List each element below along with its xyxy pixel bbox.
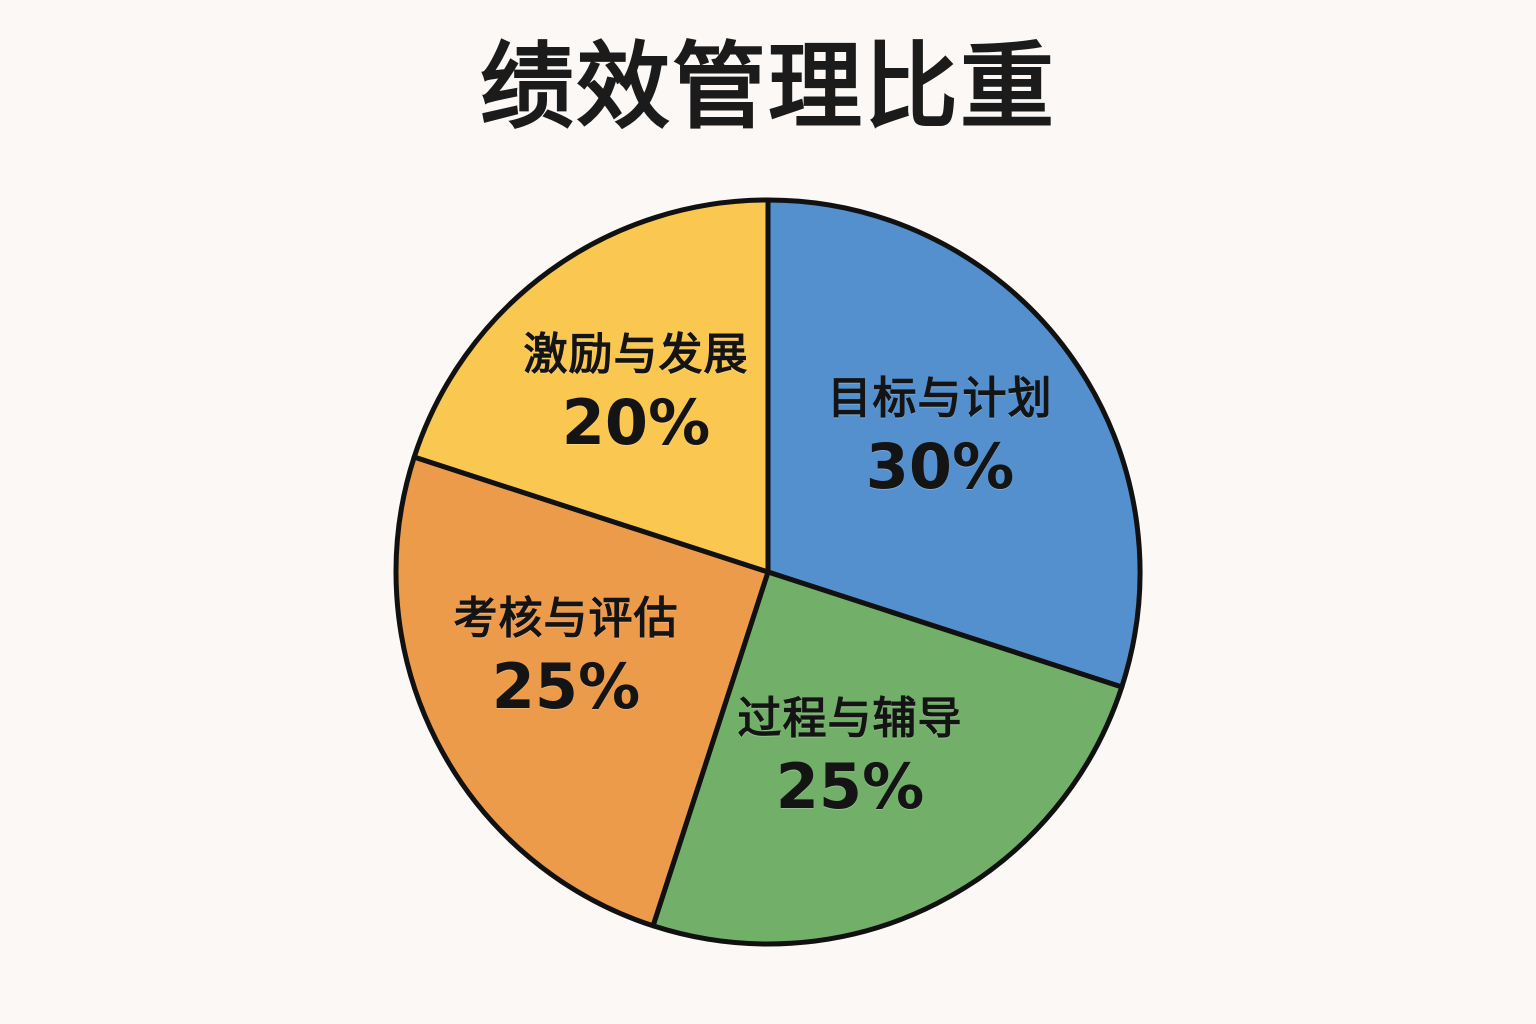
- pie-slices-group: [393, 197, 1143, 947]
- pie-slice-1[interactable]: [650, 569, 1125, 947]
- pie-slice-2[interactable]: [393, 454, 771, 929]
- pie-slice-0[interactable]: [765, 197, 1143, 690]
- pie-slice-3[interactable]: [411, 197, 771, 575]
- page-title: 绩效管理比重: [479, 33, 1056, 142]
